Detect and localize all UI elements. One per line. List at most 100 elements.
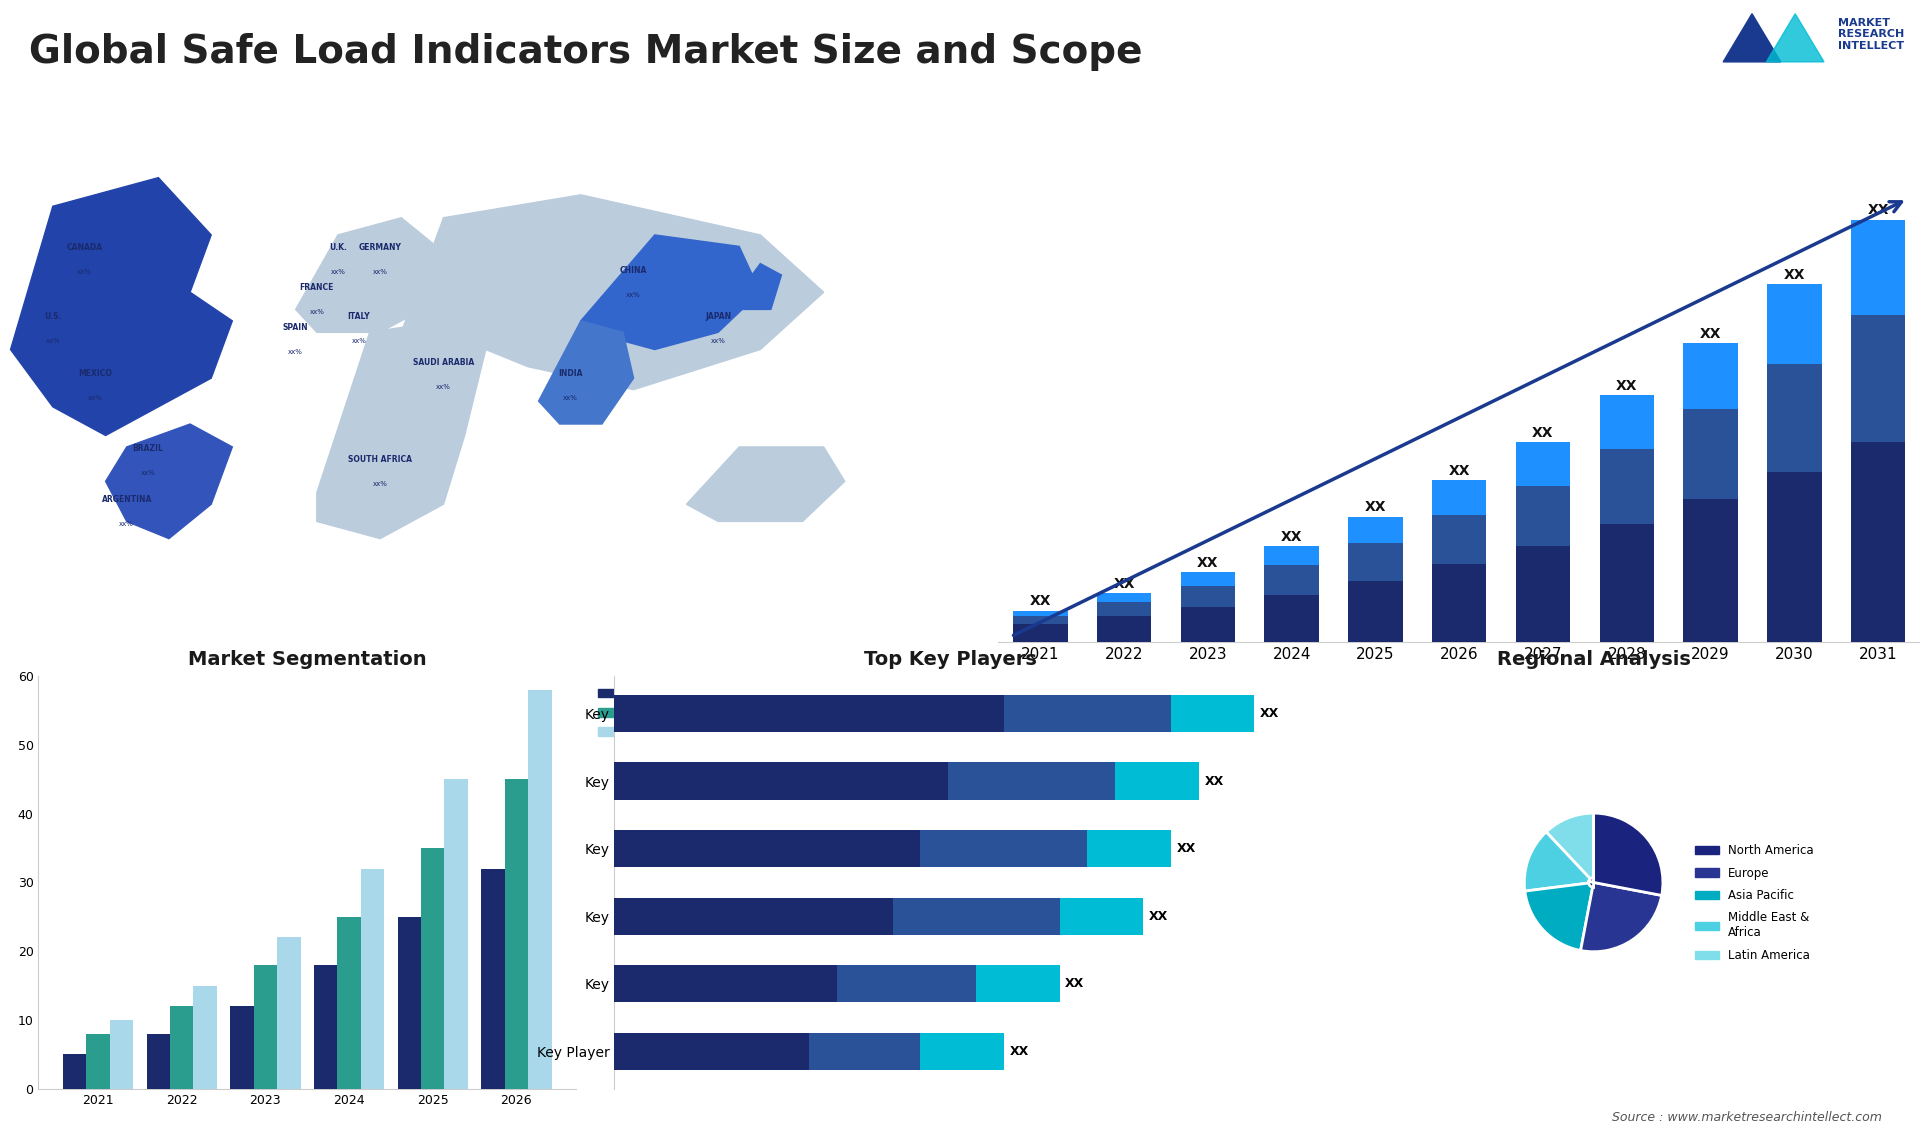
Text: XX: XX — [1868, 204, 1889, 218]
Bar — [505, 779, 528, 1089]
Text: xx%: xx% — [626, 292, 641, 298]
Bar — [614, 965, 837, 1003]
Text: ITALY: ITALY — [348, 312, 371, 321]
Text: xx%: xx% — [372, 269, 388, 275]
Text: xx%: xx% — [436, 384, 451, 390]
Bar — [1116, 762, 1198, 800]
Legend: North America, Europe, Asia Pacific, Middle East &
Africa, Latin America: North America, Europe, Asia Pacific, Mid… — [1690, 839, 1818, 967]
Bar — [1766, 364, 1822, 472]
Text: GERMANY: GERMANY — [359, 243, 401, 252]
Bar — [1096, 602, 1152, 615]
Text: xx%: xx% — [372, 481, 388, 487]
Bar — [948, 762, 1116, 800]
Bar — [1599, 395, 1653, 449]
Bar — [1515, 442, 1571, 486]
Text: xx%: xx% — [330, 269, 346, 275]
Bar — [1060, 897, 1142, 935]
Text: XX: XX — [1010, 1045, 1029, 1058]
Bar — [276, 937, 301, 1089]
Bar — [1096, 615, 1152, 642]
Bar — [1171, 694, 1254, 732]
Text: xx%: xx% — [710, 338, 726, 344]
Bar — [1181, 587, 1235, 607]
Text: Global Safe Load Indicators Market Size and Scope: Global Safe Load Indicators Market Size … — [29, 32, 1142, 71]
Text: xx%: xx% — [351, 338, 367, 344]
Text: JAPAN: JAPAN — [705, 312, 732, 321]
Bar — [1004, 694, 1171, 732]
Bar — [1432, 480, 1486, 515]
Polygon shape — [106, 424, 232, 539]
Text: XX: XX — [1699, 327, 1722, 340]
Bar — [171, 1006, 194, 1089]
Text: XX: XX — [1365, 500, 1386, 515]
Polygon shape — [296, 218, 444, 332]
Text: ARGENTINA: ARGENTINA — [102, 495, 152, 504]
Bar — [614, 897, 893, 935]
Bar — [361, 869, 384, 1089]
Text: xx%: xx% — [77, 269, 92, 275]
Text: XX: XX — [1029, 594, 1050, 607]
Text: SPAIN: SPAIN — [282, 323, 309, 332]
Text: XX: XX — [1204, 775, 1223, 787]
Bar — [614, 694, 1004, 732]
Bar — [1599, 524, 1653, 642]
Polygon shape — [12, 178, 232, 435]
Bar — [614, 762, 948, 800]
Bar — [313, 965, 338, 1089]
Bar — [253, 965, 276, 1089]
Bar — [920, 1033, 1004, 1070]
Bar — [63, 1054, 86, 1089]
Text: SOUTH AFRICA: SOUTH AFRICA — [348, 455, 413, 464]
Bar — [1265, 547, 1319, 565]
Bar — [420, 848, 444, 1089]
Text: xx%: xx% — [88, 395, 102, 401]
Bar — [920, 830, 1087, 868]
Bar — [86, 1034, 109, 1089]
Text: XX: XX — [1148, 910, 1167, 923]
Text: U.K.: U.K. — [328, 243, 348, 252]
Text: XX: XX — [1177, 842, 1196, 855]
Polygon shape — [401, 195, 824, 390]
Bar — [1096, 594, 1152, 602]
Wedge shape — [1546, 814, 1597, 887]
Bar — [1766, 284, 1822, 364]
Bar — [1181, 607, 1235, 642]
Text: XX: XX — [1617, 378, 1638, 393]
Bar — [194, 986, 217, 1089]
Bar — [614, 1033, 808, 1070]
Polygon shape — [582, 235, 760, 350]
Bar — [1684, 344, 1738, 409]
Bar — [1265, 565, 1319, 595]
Bar — [975, 965, 1060, 1003]
Text: xx%: xx% — [46, 338, 60, 344]
Wedge shape — [1524, 878, 1599, 950]
Bar — [614, 830, 920, 868]
Text: MEXICO: MEXICO — [79, 369, 111, 378]
Bar — [1014, 615, 1068, 625]
Bar — [528, 690, 551, 1089]
Bar — [1432, 564, 1486, 642]
Text: SAUDI ARABIA: SAUDI ARABIA — [413, 358, 474, 367]
Bar — [1851, 442, 1905, 642]
Bar — [1014, 625, 1068, 642]
Text: XX: XX — [1114, 576, 1135, 590]
Bar — [1181, 572, 1235, 587]
Bar — [1599, 449, 1653, 524]
Text: xx%: xx% — [309, 309, 324, 315]
Title: Regional Analysis: Regional Analysis — [1498, 650, 1690, 669]
Bar — [230, 1006, 253, 1089]
Polygon shape — [538, 321, 634, 424]
Bar — [1684, 500, 1738, 642]
Wedge shape — [1524, 832, 1599, 892]
Polygon shape — [1766, 14, 1824, 62]
Wedge shape — [1580, 878, 1661, 951]
Polygon shape — [317, 321, 486, 539]
Legend: Type, Application, Geography: Type, Application, Geography — [593, 682, 708, 744]
Title: Market Segmentation: Market Segmentation — [188, 650, 426, 669]
Text: XX: XX — [1196, 556, 1219, 570]
Bar — [808, 1033, 920, 1070]
Bar — [444, 779, 468, 1089]
Text: XX: XX — [1532, 425, 1553, 440]
Bar — [1684, 409, 1738, 500]
Bar — [1515, 547, 1571, 642]
